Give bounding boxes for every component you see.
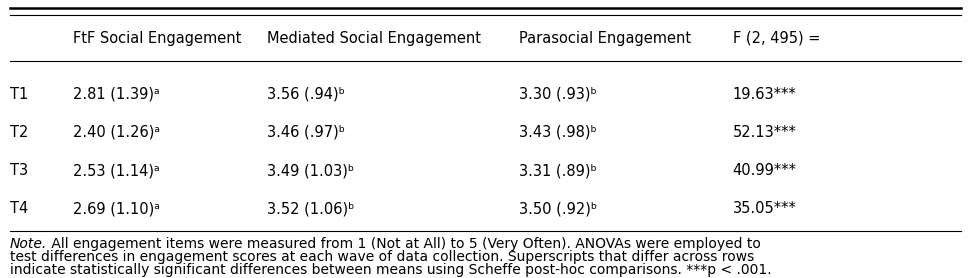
- Text: T4: T4: [10, 202, 28, 217]
- Text: 2.81 (1.39)ᵃ: 2.81 (1.39)ᵃ: [73, 87, 160, 102]
- Text: 19.63***: 19.63***: [733, 87, 797, 102]
- Text: 3.50 (.92)ᵇ: 3.50 (.92)ᵇ: [519, 202, 597, 217]
- Text: F (2, 495) =: F (2, 495) =: [733, 31, 820, 46]
- Text: 35.05***: 35.05***: [733, 202, 797, 217]
- Text: T1: T1: [10, 87, 28, 102]
- Text: indicate statistically significant differences between means using Scheffe post-: indicate statistically significant diffe…: [10, 264, 771, 277]
- Text: 2.69 (1.10)ᵃ: 2.69 (1.10)ᵃ: [73, 202, 160, 217]
- Text: 3.56 (.94)ᵇ: 3.56 (.94)ᵇ: [267, 87, 345, 102]
- Text: 3.49 (1.03)ᵇ: 3.49 (1.03)ᵇ: [267, 163, 354, 178]
- Text: 52.13***: 52.13***: [733, 125, 797, 140]
- Text: 2.40 (1.26)ᵃ: 2.40 (1.26)ᵃ: [73, 125, 160, 140]
- Text: Note.: Note.: [10, 237, 47, 251]
- Text: All engagement items were measured from 1 (Not at All) to 5 (Very Often). ANOVAs: All engagement items were measured from …: [47, 237, 760, 251]
- Text: test differences in engagement scores at each wave of data collection. Superscri: test differences in engagement scores at…: [10, 250, 754, 264]
- Text: 40.99***: 40.99***: [733, 163, 797, 178]
- Text: Parasocial Engagement: Parasocial Engagement: [519, 31, 691, 46]
- Text: 3.30 (.93)ᵇ: 3.30 (.93)ᵇ: [519, 87, 597, 102]
- Text: 2.53 (1.14)ᵃ: 2.53 (1.14)ᵃ: [73, 163, 160, 178]
- Text: T2: T2: [10, 125, 28, 140]
- Text: FtF Social Engagement: FtF Social Engagement: [73, 31, 241, 46]
- Text: 3.31 (.89)ᵇ: 3.31 (.89)ᵇ: [519, 163, 597, 178]
- Text: 3.52 (1.06)ᵇ: 3.52 (1.06)ᵇ: [267, 202, 354, 217]
- Text: 3.46 (.97)ᵇ: 3.46 (.97)ᵇ: [267, 125, 345, 140]
- Text: 3.43 (.98)ᵇ: 3.43 (.98)ᵇ: [519, 125, 597, 140]
- Text: Mediated Social Engagement: Mediated Social Engagement: [267, 31, 481, 46]
- Text: T3: T3: [10, 163, 27, 178]
